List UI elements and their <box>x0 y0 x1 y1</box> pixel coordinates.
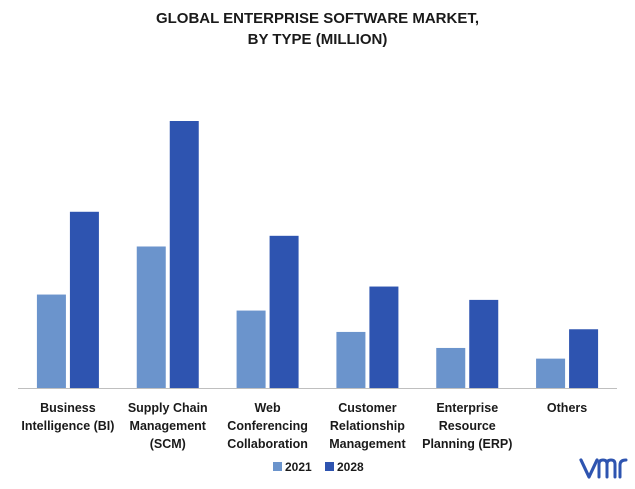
category-label-3: Customer Relationship Management <box>329 401 406 451</box>
bar-2028-4 <box>469 299 499 388</box>
category-label-5: Others <box>547 401 587 415</box>
bar-2028-0 <box>69 211 99 388</box>
bar-2021-1 <box>136 246 166 388</box>
bar-2021-3 <box>336 331 366 388</box>
chart-title-line-2: BY TYPE (MILLION) <box>247 31 388 48</box>
bar-2028-3 <box>369 286 399 388</box>
bar-2028-5 <box>569 329 599 388</box>
bar-2021-4 <box>436 347 466 388</box>
category-label-4: Enterprise Resource Planning (ERP) <box>422 401 512 451</box>
category-label-1: Supply Chain Management (SCM) <box>128 401 208 451</box>
vmr-logo-icon <box>579 458 628 479</box>
legend-swatch-2028 <box>325 462 334 471</box>
chart-title: GLOBAL ENTERPRISE SOFTWARE MARKET, BY TY… <box>0 8 635 50</box>
bar-2028-1 <box>169 121 199 388</box>
category-label-2: Web Conferencing Collaboration <box>227 401 308 451</box>
chart-title-line-1: GLOBAL ENTERPRISE SOFTWARE MARKET, <box>155 10 480 27</box>
bar-2021-5 <box>536 358 566 388</box>
legend-swatch-2021 <box>273 462 282 471</box>
category-label-0: Business Intelligence (BI) <box>21 401 114 433</box>
bar-2021-0 <box>36 294 66 388</box>
legend-label-2028: 2028 <box>337 460 364 474</box>
bar-2021-2 <box>236 310 266 388</box>
bar-2028-2 <box>269 235 299 388</box>
legend-label-2021: 2021 <box>285 460 312 474</box>
